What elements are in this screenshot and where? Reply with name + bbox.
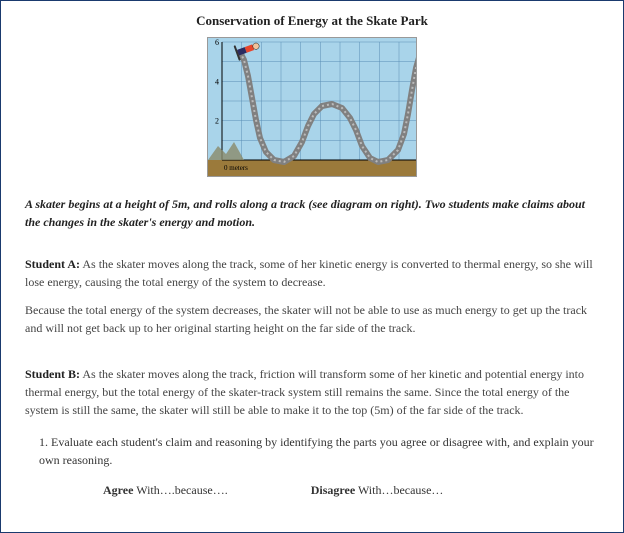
student-a-block: Student A: As the skater moves along the… — [25, 255, 599, 337]
student-b-p1: As the skater moves along the track, fri… — [25, 367, 584, 417]
agree-bold: Agree — [103, 483, 133, 497]
disagree-rest: With…because… — [355, 483, 443, 497]
skate-park-diagram: 2 4 6 0 meters — [207, 37, 417, 177]
svg-text:2: 2 — [215, 116, 219, 125]
question-text: Evaluate each student's claim and reason… — [39, 435, 594, 467]
student-b-label: Student B: — [25, 367, 80, 381]
diagram-container: 2 4 6 0 meters — [25, 37, 599, 177]
svg-text:4: 4 — [215, 77, 219, 86]
disagree-bold: Disagree — [311, 483, 355, 497]
student-a-p1: As the skater moves along the track, som… — [25, 257, 593, 289]
agree-rest: With….because…. — [133, 483, 227, 497]
student-a-p2: Because the total energy of the system d… — [25, 301, 599, 337]
disagree-prompt: Disagree With…because… — [311, 481, 444, 499]
student-b-block: Student B: As the skater moves along the… — [25, 365, 599, 419]
page-title: Conservation of Energy at the Skate Park — [25, 11, 599, 31]
student-a-label: Student A: — [25, 257, 80, 271]
svg-text:0 meters: 0 meters — [224, 164, 248, 172]
svg-text:6: 6 — [215, 38, 219, 47]
diagram-svg: 2 4 6 0 meters — [208, 38, 417, 177]
agree-prompt: Agree With….because…. — [103, 481, 228, 499]
intro-text: A skater begins at a height of 5m, and r… — [25, 195, 599, 231]
question-block: 1. Evaluate each student's claim and rea… — [25, 433, 599, 499]
agree-disagree-row: Agree With….because…. Disagree With…beca… — [39, 481, 599, 499]
question-number: 1. — [39, 435, 48, 449]
